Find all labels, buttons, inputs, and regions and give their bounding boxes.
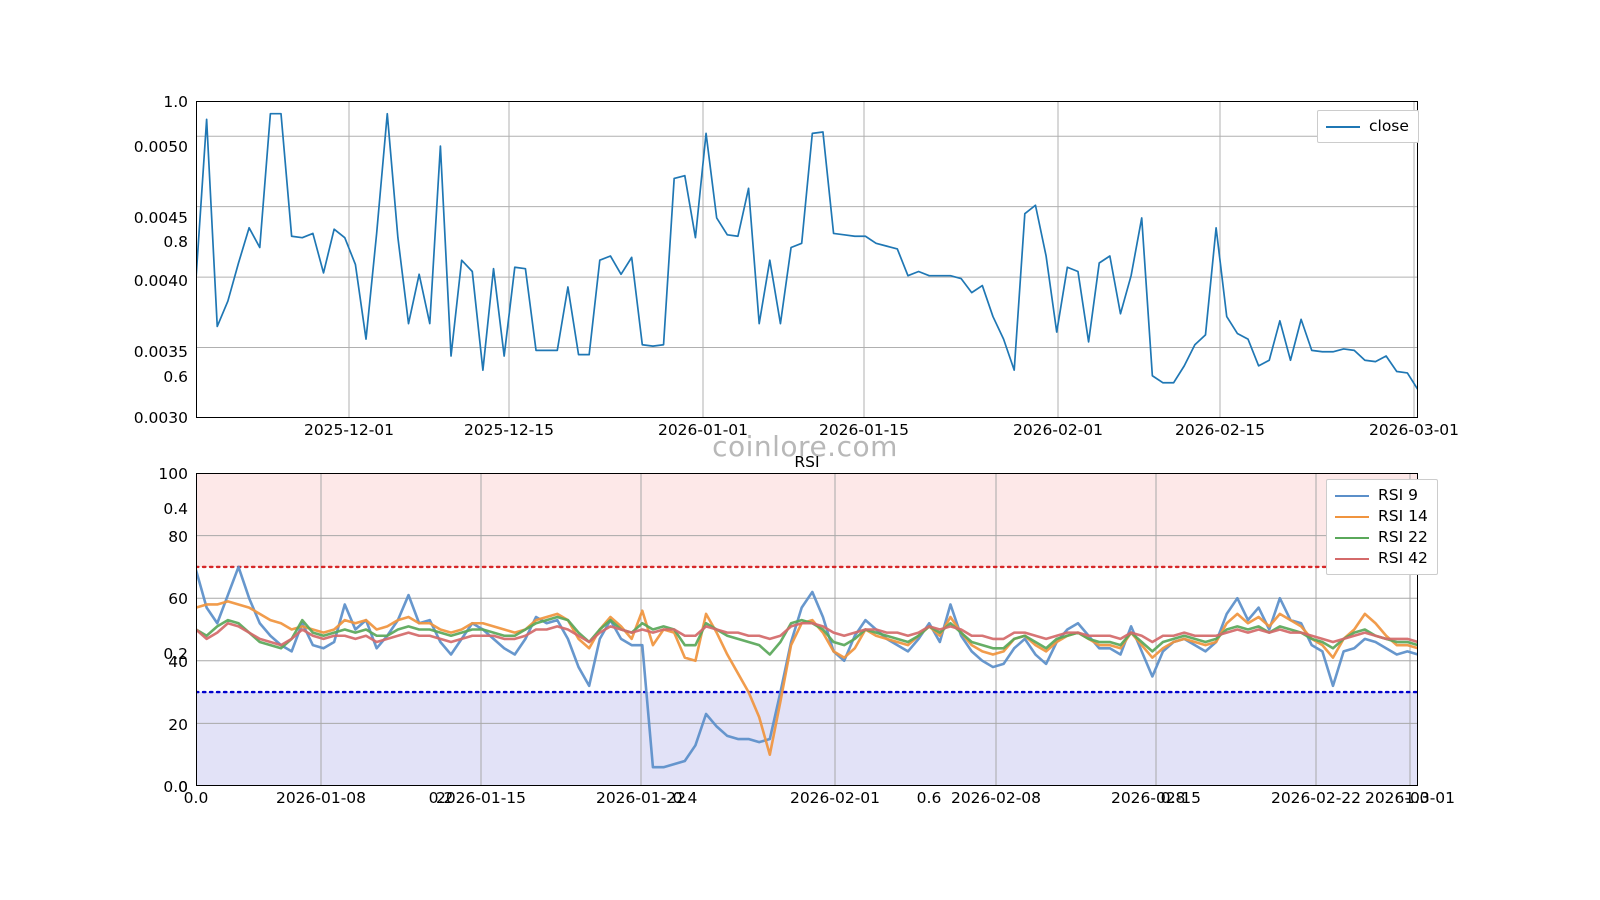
legend-color-swatch-icon	[1335, 494, 1369, 497]
price-chart-panel	[196, 101, 1418, 418]
rsi-xtick-date-6: 2026-02-22	[1270, 789, 1362, 807]
price-xtick-6: 2026-03-01	[1368, 421, 1460, 439]
rsi-norm-ytick-2: 0.0	[163, 778, 188, 796]
price-legend[interactable]: close	[1317, 110, 1419, 143]
price-xtick-4: 2026-02-01	[1012, 421, 1104, 439]
price-xtick-0: 2025-12-01	[303, 421, 395, 439]
rsi-xtick-norm-2: 0.4	[672, 789, 698, 807]
rsi-norm-ytick-0: 0.4	[163, 500, 188, 518]
rsi-ytick-0: 100	[158, 465, 188, 483]
rsi-xtick-date-4: 2026-02-08	[950, 789, 1042, 807]
rsi-xtick-date-2: 2026-01-22	[595, 789, 687, 807]
rsi-plot-area	[196, 473, 1418, 786]
rsi-ytick-5: 0	[178, 778, 188, 796]
legend-label: close	[1369, 117, 1409, 135]
price-xtick-5: 2026-02-15	[1174, 421, 1266, 439]
rsi-legend[interactable]: RSI 9 RSI 14 RSI 22 RSI 42	[1326, 479, 1438, 575]
price-legend-item-0[interactable]: close	[1326, 116, 1409, 137]
rsi-xtick-norm-5: 1.0	[1404, 789, 1430, 807]
rsi-ytick-2: 60	[168, 590, 188, 608]
legend-color-swatch-icon	[1335, 515, 1369, 518]
rsi-xtick-norm-4: 0.8	[1160, 789, 1186, 807]
legend-label: RSI 42	[1378, 549, 1428, 567]
rsi-norm-ytick-1: 0.2	[163, 645, 188, 663]
rsi-xtick-date-5: 2026-02-15	[1110, 789, 1202, 807]
legend-color-swatch-icon	[1335, 557, 1369, 560]
price-ytick-4: 0.0030	[133, 409, 188, 427]
legend-label: RSI 22	[1378, 528, 1428, 546]
price-norm-ytick-0: 1.0	[163, 93, 188, 111]
rsi-legend-item-2[interactable]: RSI 22	[1335, 527, 1428, 548]
rsi-xtick-date-0: 2026-01-08	[275, 789, 367, 807]
legend-color-swatch-icon	[1335, 536, 1369, 539]
rsi-legend-item-3[interactable]: RSI 42	[1335, 548, 1428, 569]
price-norm-ytick-1: 0.8	[163, 233, 188, 251]
legend-label: RSI 9	[1378, 486, 1418, 504]
legend-label: RSI 14	[1378, 507, 1428, 525]
rsi-legend-item-1[interactable]: RSI 14	[1335, 506, 1428, 527]
price-ytick-0: 0.0050	[133, 138, 188, 156]
rsi-xtick-date-7: 2026-03-01	[1364, 789, 1456, 807]
price-norm-ytick-2: 0.6	[163, 368, 188, 386]
price-plot-area	[196, 101, 1418, 418]
price-xtick-2: 2026-01-01	[657, 421, 749, 439]
rsi-xtick-date-1: 2026-01-15	[435, 789, 527, 807]
legend-color-swatch-icon	[1326, 125, 1360, 128]
rsi-ytick-1: 80	[168, 528, 188, 546]
rsi-chart-panel	[196, 473, 1418, 786]
rsi-ytick-3: 40	[168, 653, 188, 671]
rsi-xtick-date-3: 2026-02-01	[789, 789, 881, 807]
price-ytick-3: 0.0035	[133, 343, 188, 361]
rsi-ytick-4: 20	[168, 716, 188, 734]
rsi-xtick-norm-3: 0.6	[916, 789, 942, 807]
rsi-title: RSI	[794, 453, 820, 471]
price-xtick-3: 2026-01-15	[818, 421, 910, 439]
rsi-xtick-norm-1: 0.2	[428, 789, 454, 807]
coinlore-watermark: coinlore.com	[712, 430, 898, 463]
price-xtick-1: 2025-12-15	[463, 421, 555, 439]
price-ytick-2: 0.0040	[133, 272, 188, 290]
price-ytick-1: 0.0045	[133, 209, 188, 227]
rsi-legend-item-0[interactable]: RSI 9	[1335, 485, 1428, 506]
rsi-xtick-norm-0: 0.0	[183, 789, 209, 807]
